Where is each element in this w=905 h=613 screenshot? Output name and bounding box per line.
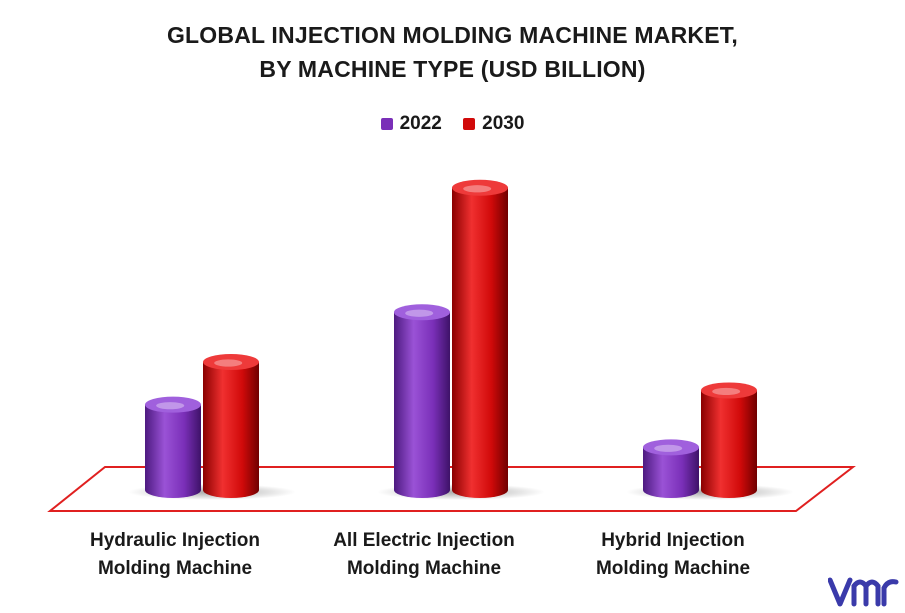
bar-body	[701, 390, 757, 498]
chart-floor	[47, 466, 856, 512]
bar-top-highlight	[463, 185, 492, 193]
bar-body	[394, 312, 450, 498]
legend-swatch-2030	[463, 118, 476, 130]
x-label-hydraulic: Hydraulic Injection Molding Machine	[45, 527, 305, 583]
legend-label-2022: 2022	[399, 113, 442, 134]
x-label-hydraulic-line1: Hydraulic Injection	[90, 530, 260, 551]
legend-item-2030: 2030	[463, 113, 524, 135]
bar-body	[643, 447, 699, 498]
bar-hydraulic-2022	[145, 396, 201, 498]
x-label-hybrid-line1: Hybrid Injection	[601, 530, 745, 551]
bar-top-highlight	[712, 387, 741, 396]
vmr-logo-icon	[828, 577, 899, 607]
chart-title-line1: GLOBAL INJECTION MOLDING MACHINE MARKET,	[166, 22, 739, 48]
legend-label-2030: 2030	[482, 113, 525, 134]
legend: 2022 2030	[0, 113, 905, 136]
bar-top	[701, 382, 757, 399]
bar-top-highlight	[405, 309, 434, 317]
bar-top	[145, 396, 201, 413]
bar-hybrid-2030	[701, 382, 757, 498]
bar-hybrid-2022	[643, 439, 699, 498]
x-label-hybrid: Hybrid Injection Molding Machine	[543, 527, 803, 583]
x-label-hydraulic-line2: Molding Machine	[97, 558, 253, 579]
bar-body	[203, 362, 259, 498]
bar-top	[643, 439, 699, 456]
bar-hydraulic-2030	[203, 354, 259, 498]
x-label-hybrid-line2: Molding Machine	[595, 558, 751, 579]
bar-top	[452, 179, 508, 196]
bar-top-highlight	[214, 359, 243, 367]
bar-top	[203, 354, 259, 370]
chart-title-line2: BY MACHINE TYPE (USD BILLION)	[259, 56, 646, 82]
bar-top-highlight	[156, 402, 185, 410]
bar-all-electric-2022	[394, 304, 450, 498]
x-label-all-electric-line1: All Electric Injection	[333, 530, 515, 551]
bar-all-electric-2030	[452, 179, 508, 498]
legend-swatch-2022	[380, 118, 393, 130]
bar-top-highlight	[654, 444, 683, 452]
legend-item-2022: 2022	[380, 113, 442, 135]
x-label-all-electric-line2: Molding Machine	[346, 558, 502, 579]
bar-top	[394, 304, 450, 321]
bar-body	[452, 187, 508, 498]
bar-body	[145, 404, 201, 498]
x-label-all-electric: All Electric Injection Molding Machine	[294, 527, 554, 583]
